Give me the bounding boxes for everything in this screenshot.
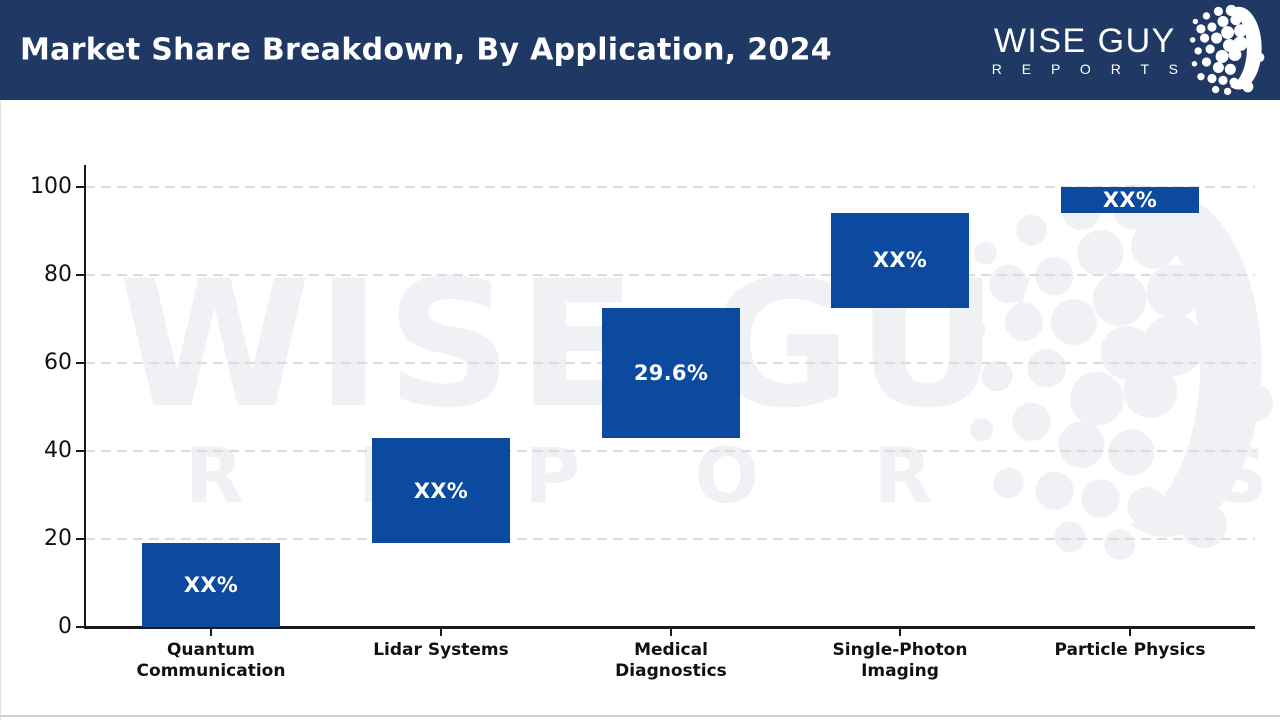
bar-segment: XX% (142, 543, 280, 627)
y-tick-40 (76, 450, 84, 452)
left-hairline (0, 100, 1, 720)
x-tick-label: Medical Diagnostics (615, 640, 727, 681)
y-tick-80 (76, 274, 84, 276)
bar-segment: 29.6% (602, 307, 740, 438)
bottom-hairline (0, 715, 1280, 717)
bar-segment: XX% (1061, 187, 1199, 214)
bar-label: 29.6% (633, 360, 709, 385)
y-tick-label: 0 (58, 614, 72, 639)
gridline-80 (85, 274, 1255, 276)
logo-primary-label: WISE GUY (993, 21, 1176, 60)
y-tick-100 (76, 186, 84, 188)
bar-label: XX% (183, 573, 239, 598)
watermark-head-icon (962, 184, 1273, 560)
y-tick-0 (76, 626, 84, 628)
x-tick-3 (670, 627, 672, 636)
header: Market Share Breakdown, By Application, … (0, 0, 1280, 100)
bar-segment: XX% (372, 437, 510, 544)
logo-secondary-label: R E P O R T S (991, 60, 1186, 77)
x-tick-label: Lidar Systems (373, 640, 509, 660)
x-tick-5 (1129, 627, 1131, 636)
x-tick-1 (210, 627, 212, 636)
bar-label: XX% (872, 248, 928, 273)
y-tick-label: 100 (30, 174, 72, 199)
y-tick-label: 60 (44, 350, 72, 375)
y-tick-60 (76, 362, 84, 364)
x-tick-label: Quantum Communication (136, 640, 286, 681)
x-tick-2 (440, 627, 442, 636)
y-tick-20 (76, 538, 84, 540)
bar-label: XX% (1102, 188, 1158, 213)
logo-text: WISE GUY R E P O R T S (984, 24, 1186, 77)
x-tick-label: Particle Physics (1054, 640, 1206, 660)
y-tick-label: 20 (44, 526, 72, 551)
logo-wiseguy: WISE GUY R E P O R T S (984, 4, 1266, 96)
gridline-20 (85, 538, 1255, 540)
wiseguy-head-icon (1189, 4, 1265, 96)
x-axis-line (84, 626, 1255, 629)
y-tick-label: 40 (44, 438, 72, 463)
gridline-40 (85, 450, 1255, 452)
page-title: Market Share Breakdown, By Application, … (20, 32, 832, 68)
y-tick-label: 80 (44, 262, 72, 287)
bar-segment: XX% (831, 213, 969, 308)
x-tick-4 (899, 627, 901, 636)
gridline-100 (85, 186, 1255, 188)
y-axis-line (84, 165, 86, 629)
x-tick-label: Single-Photon Imaging (832, 640, 968, 681)
bar-label: XX% (413, 478, 469, 503)
